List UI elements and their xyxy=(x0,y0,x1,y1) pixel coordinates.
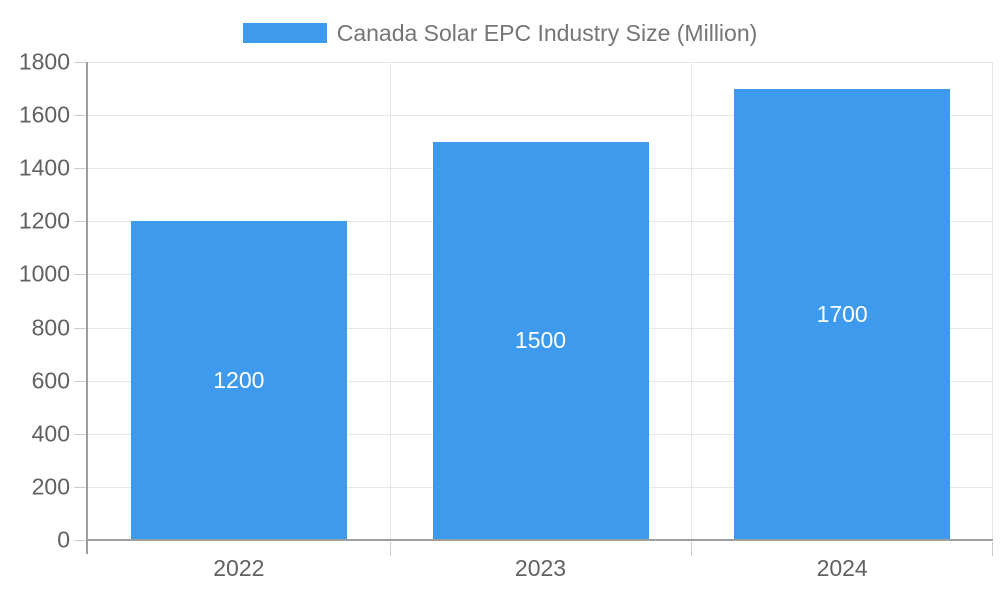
y-tick xyxy=(74,380,88,382)
y-tick-label: 1800 xyxy=(18,48,70,75)
x-tick-label: 2024 xyxy=(816,555,868,581)
plot-area: 0 200 400 600 800 1000 1200 1400 1600 1800 1200 202… xyxy=(19,50,993,581)
y-tick xyxy=(74,327,88,329)
bar-value-label: 1500 xyxy=(514,327,567,354)
x-axis-line xyxy=(88,539,993,541)
x-gridline xyxy=(389,62,391,540)
y-tick-label: 0 xyxy=(57,526,70,553)
y-gridline xyxy=(88,62,993,63)
y-tick xyxy=(74,486,88,488)
x-tick-label: 2022 xyxy=(213,555,265,581)
y-tick-label: 400 xyxy=(31,420,70,447)
legend-label: Canada Solar EPC Industry Size (Million) xyxy=(336,20,758,46)
y-tick-label: 1000 xyxy=(18,260,70,287)
chart-legend: Canada Solar EPC Industry Size (Million) xyxy=(0,20,1000,46)
x-gridline xyxy=(992,62,993,540)
y-tick-label: 200 xyxy=(31,473,70,500)
x-tick-label: 2023 xyxy=(514,555,567,581)
y-tick xyxy=(74,540,88,541)
bar-2022: 1200 xyxy=(130,221,347,540)
y-tick-label: 1200 xyxy=(18,207,70,234)
x-tick xyxy=(691,542,693,556)
x-tick xyxy=(389,542,391,556)
y-tick-label: 600 xyxy=(31,367,70,394)
y-tick-label: 800 xyxy=(31,314,70,341)
bar-2024: 1700 xyxy=(734,88,951,540)
y-tick xyxy=(74,115,88,117)
y-tick xyxy=(74,168,88,170)
bar-value-label: 1200 xyxy=(213,367,265,394)
y-tick-label: 1400 xyxy=(18,154,70,181)
y-gridline xyxy=(88,115,993,117)
bar-2023: 1500 xyxy=(432,141,649,540)
bar-value-label: 1700 xyxy=(816,300,868,327)
x-gridline xyxy=(691,62,693,540)
y-tick xyxy=(74,62,88,63)
y-tick xyxy=(74,221,88,223)
y-axis-line xyxy=(86,62,88,554)
y-tick xyxy=(74,274,88,276)
x-tick xyxy=(992,542,993,556)
y-tick xyxy=(74,433,88,435)
y-tick-label: 1600 xyxy=(18,101,70,128)
legend-swatch xyxy=(242,23,327,43)
